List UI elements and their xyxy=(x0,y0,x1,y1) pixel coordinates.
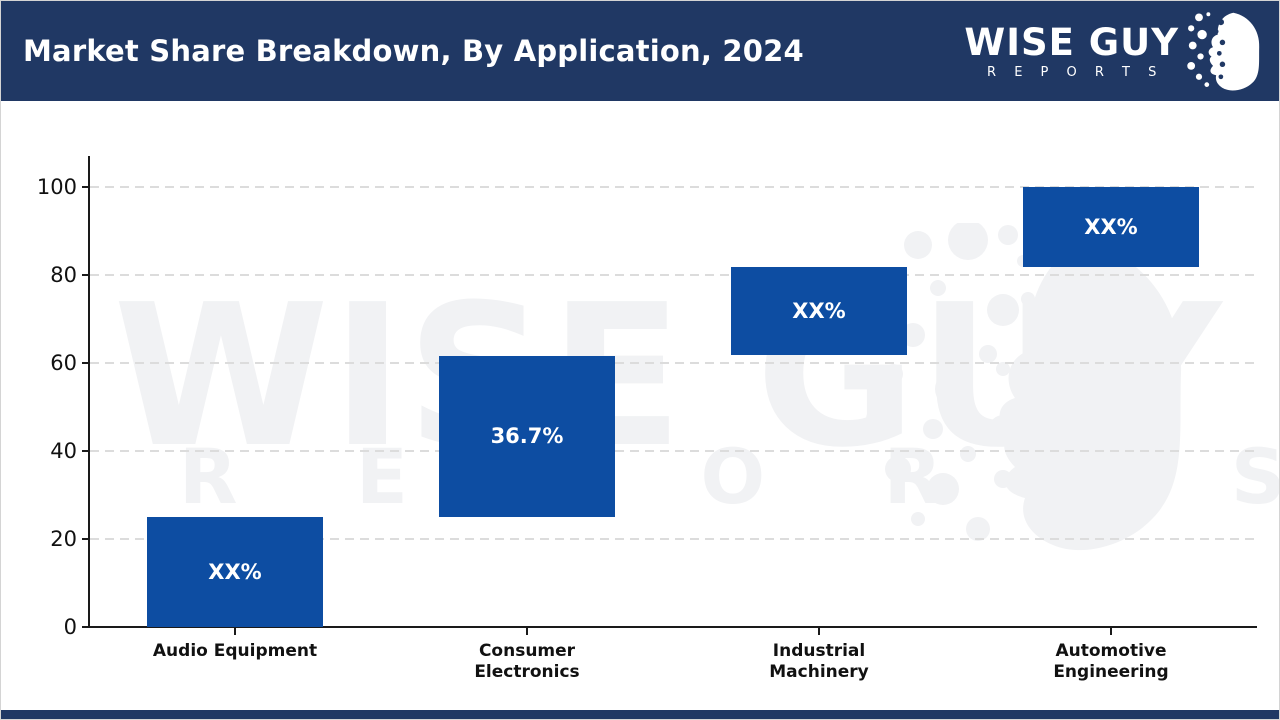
logo-wordmark: WISE GUY xyxy=(964,20,1179,64)
footer-bar xyxy=(1,710,1279,719)
y-tick-label: 20 xyxy=(50,527,77,551)
logo-text: WISE GUY R E P O R T S xyxy=(964,24,1179,79)
bar-consumer-electronics: 36.7% xyxy=(439,355,615,517)
wise-guy-logo: WISE GUY R E P O R T S xyxy=(964,8,1267,94)
dotted-head-profile-icon xyxy=(1187,12,1260,91)
bar-industrial-machinery: XX% xyxy=(731,267,907,356)
y-tick-label: 80 xyxy=(50,263,77,287)
bar-value-label: XX% xyxy=(208,560,262,584)
y-tick-label: 0 xyxy=(63,615,77,639)
y-tick-label: 60 xyxy=(50,351,77,375)
bar-value-label: XX% xyxy=(1084,215,1138,240)
header: Market Share Breakdown, By Application, … xyxy=(1,1,1279,101)
x-category-label: Industrial Machinery xyxy=(769,641,869,683)
y-tick-label: 100 xyxy=(36,175,77,199)
page-title: Market Share Breakdown, By Application, … xyxy=(23,34,804,68)
x-category-label: Audio Equipment xyxy=(152,641,318,661)
watermark-dotted-head-icon xyxy=(866,223,1182,551)
x-category-label: Consumer Electronics xyxy=(474,641,580,683)
bar-value-label: 36.7% xyxy=(490,424,564,449)
x-category-label: Automotive Engineering xyxy=(1053,641,1169,683)
y-tick-label: 40 xyxy=(50,439,77,463)
bar-automotive-engineering: XX% xyxy=(1023,187,1199,268)
bar-value-label: XX% xyxy=(792,299,846,324)
logo-subtitle: R E P O R T S xyxy=(987,64,1164,80)
bar-audio-equipment: XX% xyxy=(147,517,323,627)
